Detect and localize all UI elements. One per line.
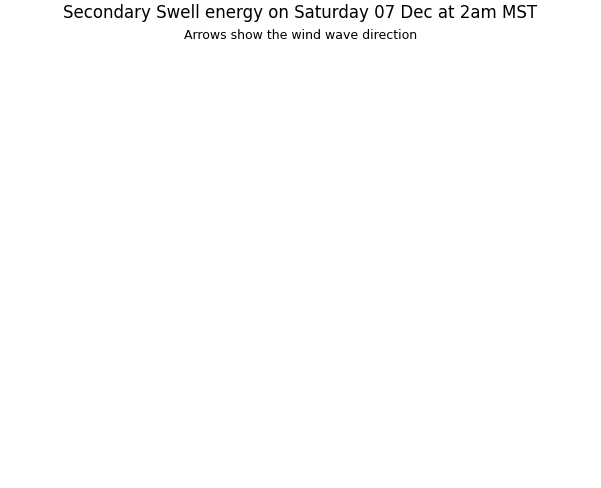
Text: Secondary Swell energy on Saturday 07 Dec at 2am MST: Secondary Swell energy on Saturday 07 De… <box>64 4 537 22</box>
Text: Arrows show the wind wave direction: Arrows show the wind wave direction <box>184 29 417 42</box>
